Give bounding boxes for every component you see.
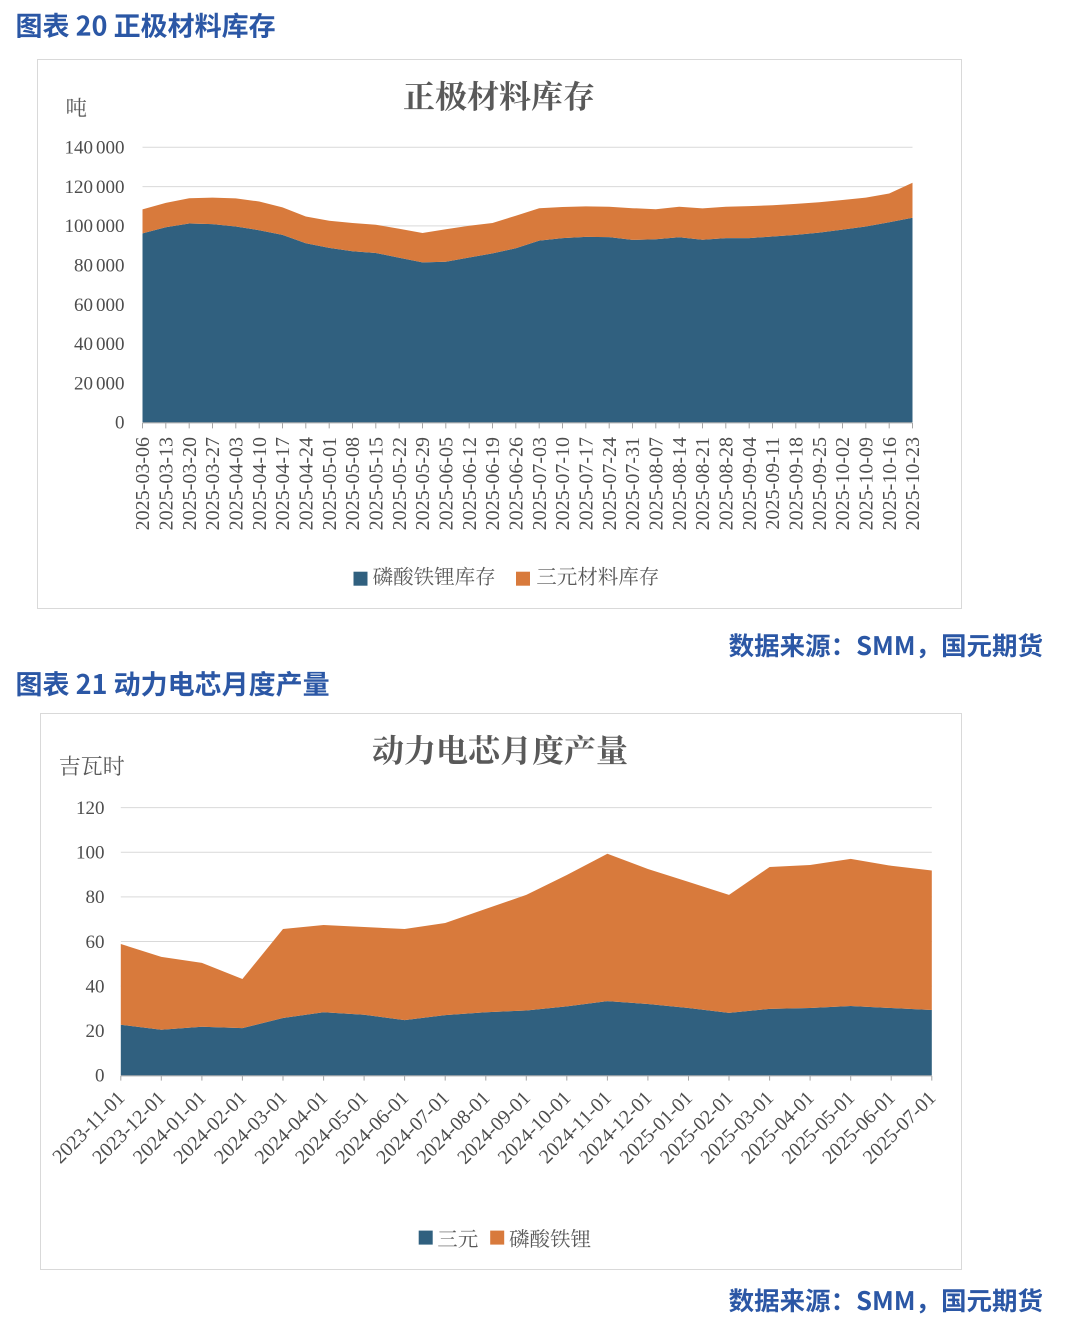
svg-text:2025-06-26: 2025-06-26 (505, 437, 527, 530)
svg-text:20: 20 (86, 1021, 105, 1042)
svg-text:2025-06-19: 2025-06-19 (482, 437, 504, 530)
svg-text:100: 100 (76, 843, 105, 864)
svg-text:40: 40 (86, 976, 105, 997)
svg-text:2025-09-11: 2025-09-11 (762, 437, 784, 530)
svg-text:2025-10-02: 2025-10-02 (832, 437, 854, 530)
svg-text:2025-08-28: 2025-08-28 (715, 437, 737, 530)
svg-text:2025-05-08: 2025-05-08 (342, 437, 364, 530)
svg-text:2025-07-10: 2025-07-10 (552, 437, 574, 530)
svg-text:2025-07-03: 2025-07-03 (529, 437, 551, 530)
svg-text:0: 0 (115, 413, 125, 434)
svg-text:2025-04-10: 2025-04-10 (249, 437, 271, 530)
svg-text:2025-07-31: 2025-07-31 (622, 437, 644, 530)
svg-text:2025-05-29: 2025-05-29 (412, 437, 434, 530)
svg-text:120: 120 (76, 798, 105, 819)
svg-text:2025-10-16: 2025-10-16 (879, 437, 901, 530)
svg-text:2025-04-24: 2025-04-24 (295, 437, 317, 530)
svg-text:2025-08-14: 2025-08-14 (669, 437, 691, 530)
svg-text:2025-07-17: 2025-07-17 (575, 437, 597, 530)
svg-text:2025-04-17: 2025-04-17 (272, 437, 294, 530)
svg-text:2025-10-09: 2025-10-09 (855, 437, 877, 530)
svg-text:2025-05-15: 2025-05-15 (365, 437, 387, 530)
svg-text:60: 60 (86, 932, 105, 953)
svg-text:2025-05-01: 2025-05-01 (319, 437, 341, 530)
svg-text:2025-06-12: 2025-06-12 (459, 437, 481, 530)
svg-text:2025-07-24: 2025-07-24 (599, 437, 621, 530)
svg-text:2025-03-13: 2025-03-13 (155, 437, 177, 530)
svg-text:2025-03-20: 2025-03-20 (179, 437, 201, 530)
svg-text:2025-08-07: 2025-08-07 (645, 437, 667, 530)
svg-text:0: 0 (95, 1066, 105, 1087)
svg-text:80: 80 (86, 887, 105, 908)
svg-text:2025-03-27: 2025-03-27 (202, 437, 224, 530)
svg-text:2025-03-06: 2025-03-06 (132, 437, 154, 530)
svg-text:2025-10-23: 2025-10-23 (902, 437, 924, 530)
svg-text:2025-09-04: 2025-09-04 (739, 437, 761, 530)
svg-text:2025-09-18: 2025-09-18 (785, 437, 807, 530)
svg-text:2025-06-05: 2025-06-05 (435, 437, 457, 530)
svg-text:2025-09-25: 2025-09-25 (809, 437, 831, 530)
svg-text:2025-05-22: 2025-05-22 (389, 437, 411, 530)
svg-text:2025-08-21: 2025-08-21 (692, 437, 714, 530)
svg-text:2025-04-03: 2025-04-03 (225, 437, 247, 530)
